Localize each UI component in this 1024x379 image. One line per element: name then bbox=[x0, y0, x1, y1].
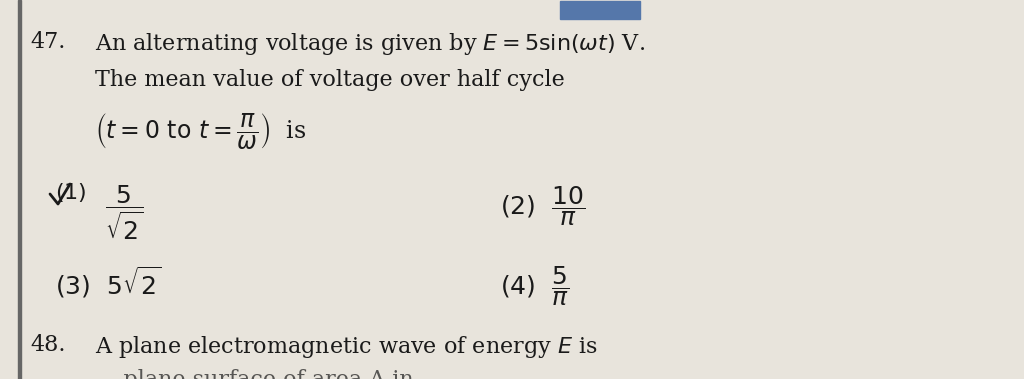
Text: $\dfrac{5}{\sqrt{2}}$: $\dfrac{5}{\sqrt{2}}$ bbox=[105, 184, 143, 243]
Text: 48.: 48. bbox=[30, 334, 66, 356]
Bar bbox=[18, 0, 20, 379]
Text: $(2)\ \ \dfrac{10}{\pi}$: $(2)\ \ \dfrac{10}{\pi}$ bbox=[500, 184, 586, 228]
Bar bbox=[560, 1, 640, 19]
Text: $(1)$: $(1)$ bbox=[55, 181, 87, 204]
Text: A plane electromagnetic wave of energy $E$ is: A plane electromagnetic wave of energy $… bbox=[95, 334, 598, 360]
Text: $(4)\ \ \dfrac{5}{\pi}$: $(4)\ \ \dfrac{5}{\pi}$ bbox=[500, 264, 569, 308]
Text: An alternating voltage is given by $E = 5\sin(\omega t)$ V.: An alternating voltage is given by $E = … bbox=[95, 31, 645, 57]
Text: ... plane surface of area A in: ... plane surface of area A in bbox=[95, 369, 414, 379]
Text: 47.: 47. bbox=[30, 31, 66, 53]
Text: The mean value of voltage over half cycle: The mean value of voltage over half cycl… bbox=[95, 69, 565, 91]
Text: $(3)\ \ 5\sqrt{2}$: $(3)\ \ 5\sqrt{2}$ bbox=[55, 264, 161, 299]
Text: $\left(t = 0\ \mathrm{to}\ t = \dfrac{\pi}{\omega}\right)$  is: $\left(t = 0\ \mathrm{to}\ t = \dfrac{\p… bbox=[95, 111, 306, 151]
